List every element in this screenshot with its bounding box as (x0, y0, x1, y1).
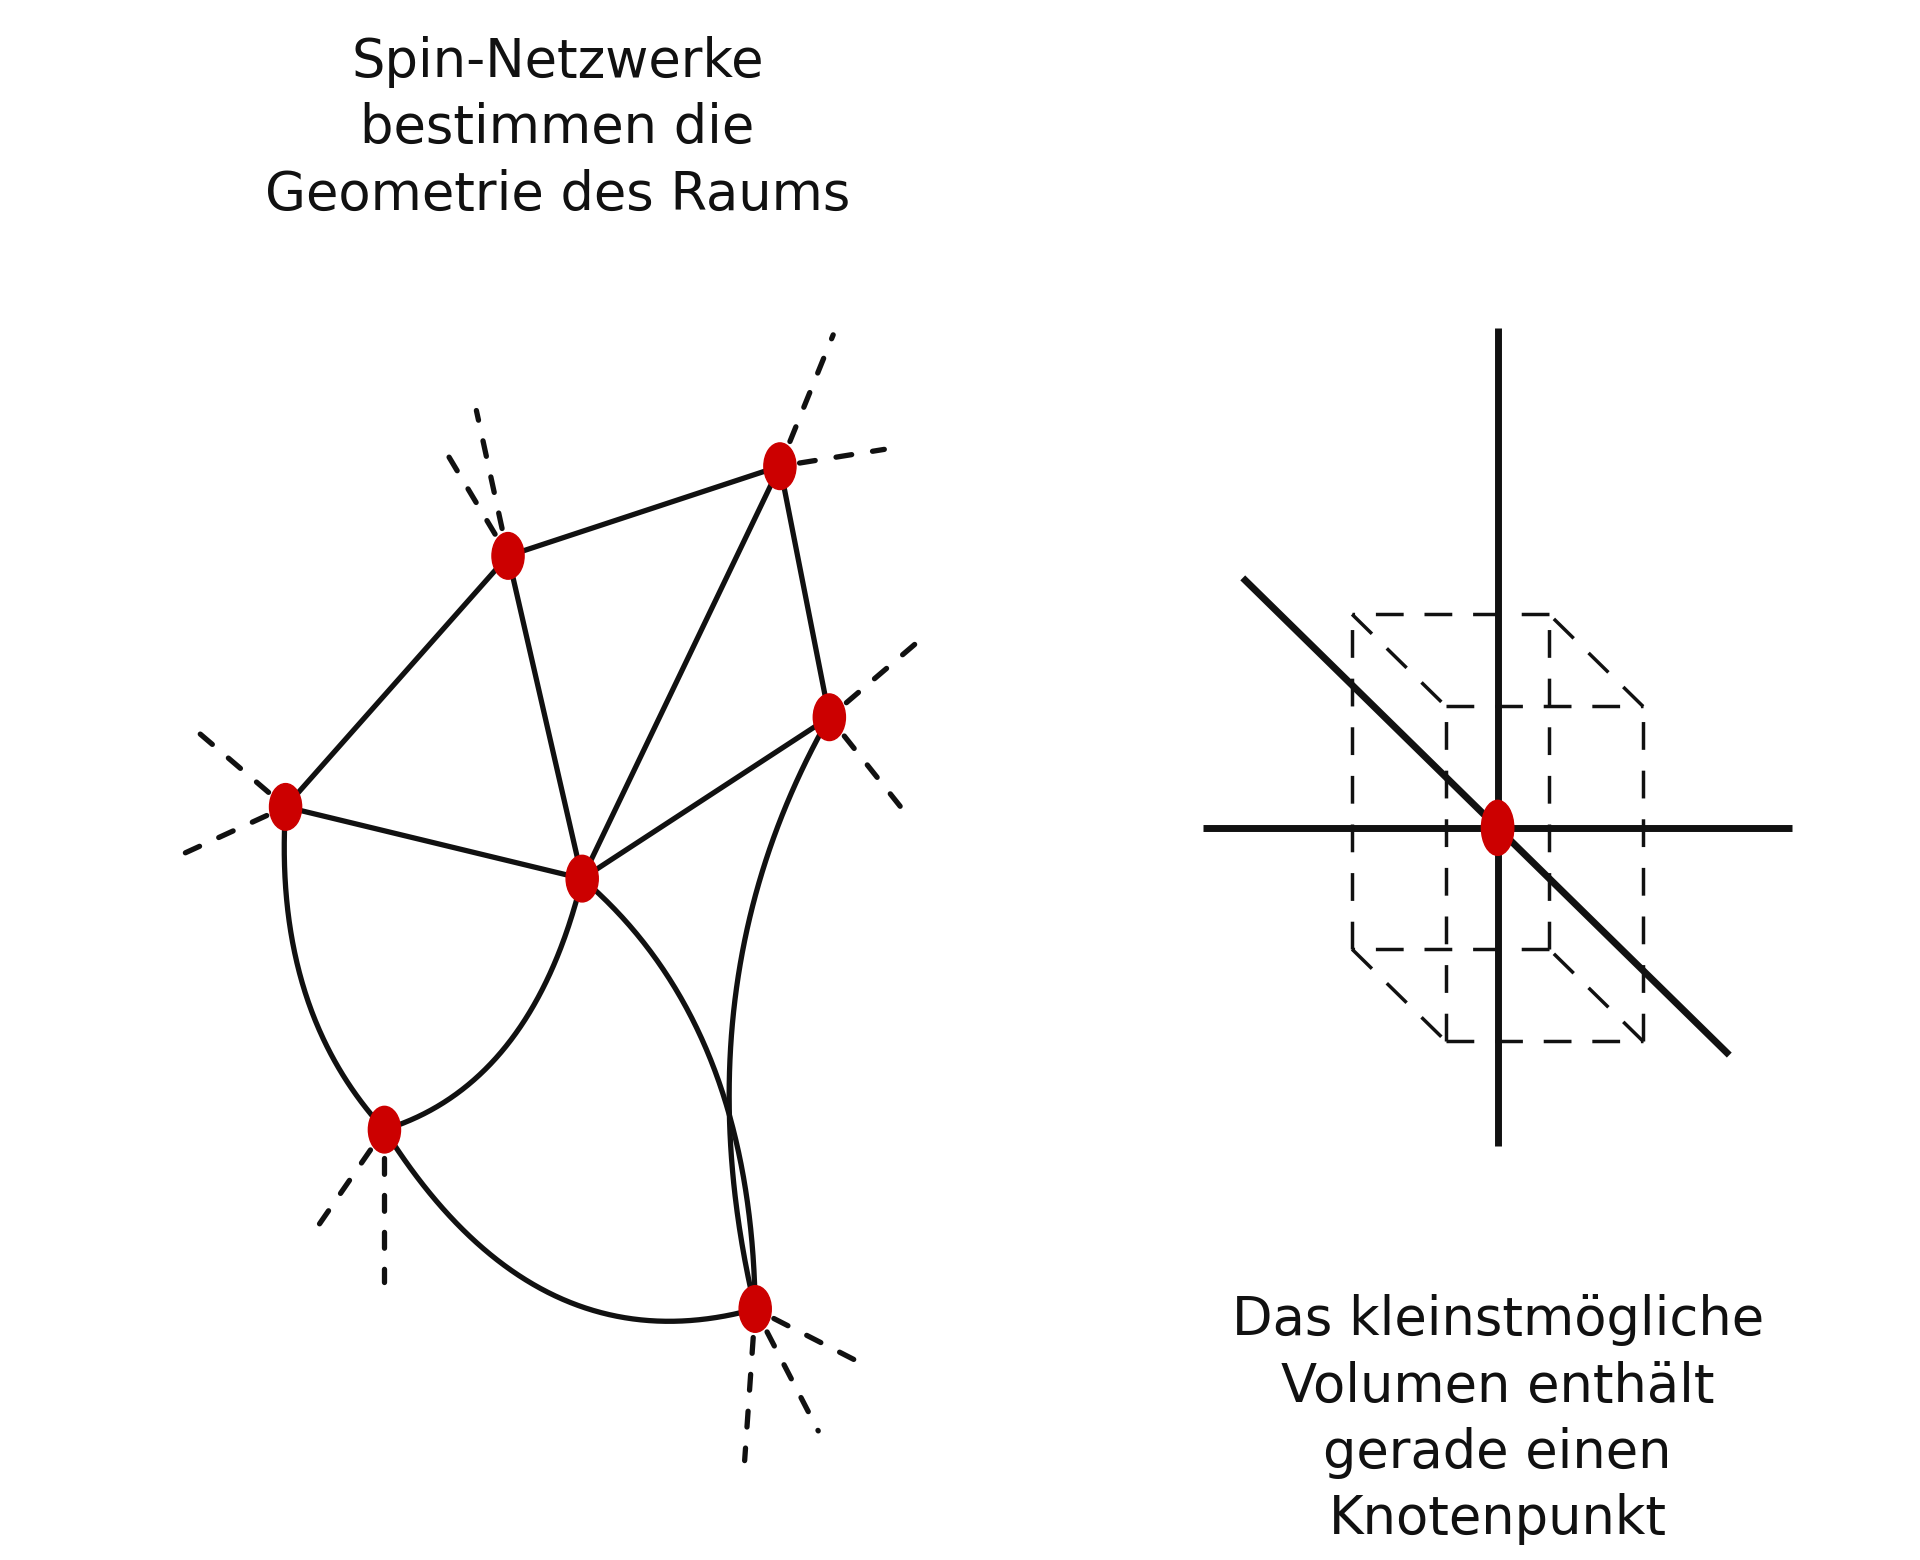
Circle shape (1482, 800, 1513, 855)
Circle shape (814, 694, 845, 741)
Text: Das kleinstmögliche
Volumen enthält
gerade einen
Knotenpunkt: Das kleinstmögliche Volumen enthält gera… (1231, 1295, 1764, 1546)
Circle shape (269, 783, 301, 830)
Circle shape (739, 1285, 772, 1332)
Circle shape (566, 855, 599, 902)
Circle shape (369, 1106, 401, 1153)
Text: Spin-Netzwerke
bestimmen die
Geometrie des Raums: Spin-Netzwerke bestimmen die Geometrie d… (265, 36, 851, 220)
Circle shape (764, 443, 797, 490)
Circle shape (492, 532, 524, 579)
